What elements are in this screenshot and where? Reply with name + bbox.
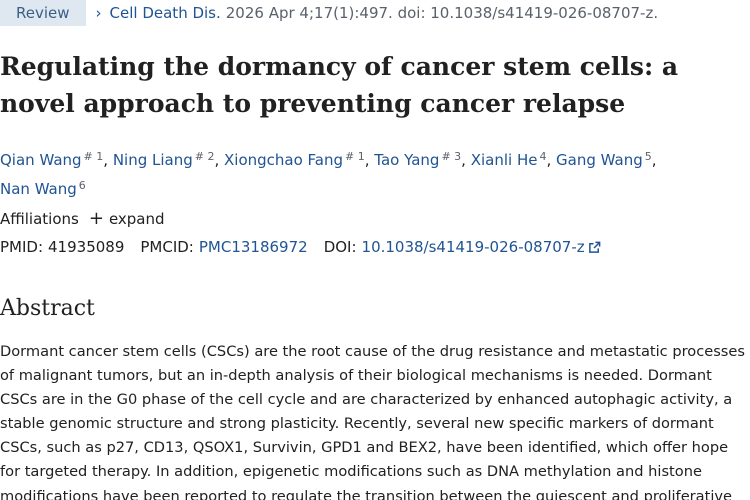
chevron-right-icon[interactable]: › xyxy=(95,4,102,22)
doi-label: DOI: xyxy=(323,238,357,256)
expand-label: expand xyxy=(108,210,165,228)
author-item: Xianli He 4 xyxy=(470,150,547,169)
author-link[interactable]: Ning Liang xyxy=(112,151,193,169)
expand-affiliations-button[interactable]: + expand xyxy=(89,208,165,230)
author-link[interactable]: Xiongchao Fang xyxy=(224,151,344,169)
abstract-heading: Abstract xyxy=(0,296,95,321)
author-item: Xiongchao Fang # 1 xyxy=(224,150,365,169)
author-affiliation-ref[interactable]: 4 xyxy=(539,150,547,163)
abstract-text: Dormant cancer stem cells (CSCs) are the… xyxy=(0,343,745,500)
doi-link[interactable]: 10.1038/s41419-026-08707-z xyxy=(361,238,585,256)
author-link[interactable]: Xianli He xyxy=(470,151,538,169)
author-affiliation-ref[interactable]: # 2 xyxy=(194,150,215,163)
publication-type-badge: Review xyxy=(0,0,86,26)
author-item: Tao Yang # 3 xyxy=(374,150,462,169)
journal-link[interactable]: Cell Death Dis. xyxy=(109,4,221,22)
citation-details: 2026 Apr 4;17(1):497. doi: 10.1038/s4141… xyxy=(225,4,659,22)
author-link[interactable]: Qian Wang xyxy=(0,151,82,169)
citation-row: Review › Cell Death Dis. 2026 Apr 4;17(1… xyxy=(0,0,750,26)
author-list: Qian Wang # 1, Ning Liang # 2, Xiongchao F… xyxy=(0,150,657,198)
affiliations-toggle-row: Affiliations + expand xyxy=(0,208,165,230)
article-title: Regulating the dormancy of cancer stem c… xyxy=(0,52,679,118)
author-link[interactable]: Gang Wang xyxy=(556,151,643,169)
external-link-icon[interactable] xyxy=(588,241,601,254)
author-item: Gang Wang 5 xyxy=(556,150,652,169)
author-item: Qian Wang # 1 xyxy=(0,150,104,169)
pmcid-label: PMCID: xyxy=(140,238,194,256)
plus-icon: + xyxy=(88,208,104,229)
author-link[interactable]: Nan Wang xyxy=(0,180,77,198)
author-affiliation-ref[interactable]: 6 xyxy=(78,179,86,192)
pmid-value: 41935089 xyxy=(48,238,125,256)
pmcid-link[interactable]: PMC13186972 xyxy=(198,238,308,256)
author-affiliation-ref[interactable]: # 1 xyxy=(83,150,104,163)
affiliations-label: Affiliations xyxy=(0,210,79,228)
pmid-label: PMID: xyxy=(0,238,44,256)
author-item: Ning Liang # 2 xyxy=(112,150,215,169)
author-affiliation-ref[interactable]: 5 xyxy=(644,150,652,163)
identifiers-row: PMID: 41935089 PMCID: PMC13186972 DOI: 1… xyxy=(0,236,601,258)
author-affiliation-ref[interactable]: # 1 xyxy=(345,150,365,163)
author-link[interactable]: Tao Yang xyxy=(374,151,440,169)
author-item: Nan Wang 6 xyxy=(0,179,86,198)
author-affiliation-ref[interactable]: # 3 xyxy=(441,150,462,163)
